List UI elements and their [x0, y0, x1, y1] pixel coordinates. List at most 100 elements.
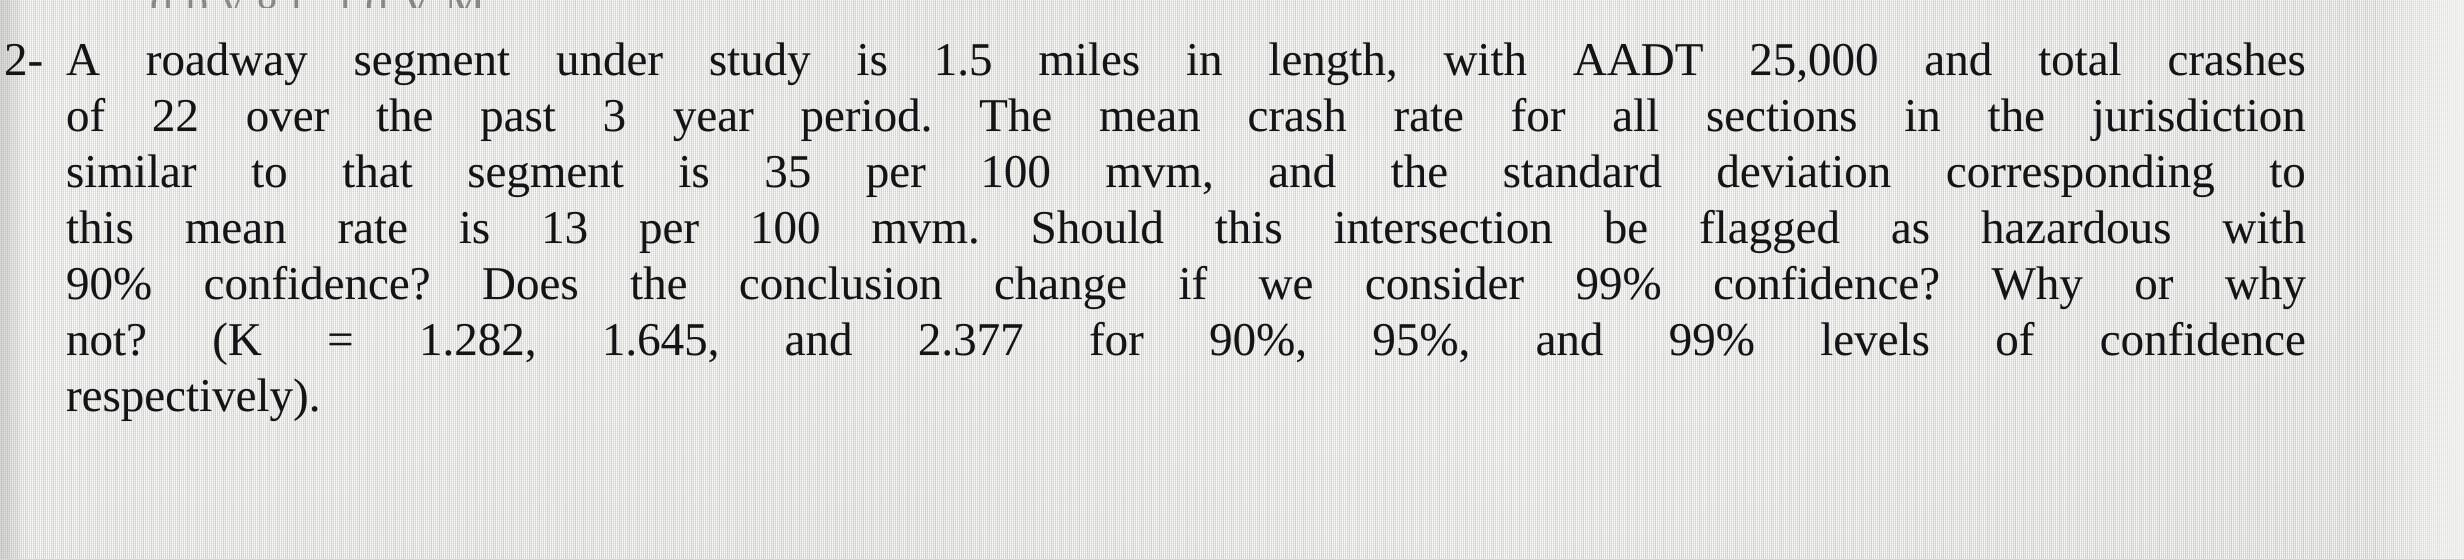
text-word: AADT — [1572, 34, 1704, 86]
text-word: mvm. — [871, 202, 980, 254]
text-word: this — [66, 202, 134, 254]
text-word: per — [639, 202, 700, 254]
text-word: the — [375, 90, 434, 142]
text-word: segment — [353, 34, 511, 86]
text-word: The — [979, 90, 1053, 142]
text-word: Does — [482, 258, 579, 310]
text-word: respectively). — [66, 370, 321, 422]
text-word: rate — [1393, 90, 1464, 142]
text-word: confidence? — [1713, 258, 1941, 310]
text-word: 2.377 — [917, 314, 1024, 366]
text-word: for — [1510, 90, 1566, 142]
text-word: A — [66, 34, 100, 86]
text-word: mean — [1098, 90, 1201, 142]
text-word: is — [678, 146, 710, 198]
text-word: to — [251, 146, 288, 198]
text-word: sections — [1706, 90, 1858, 142]
text-word: segment — [467, 146, 624, 198]
text-word: 25,000 — [1749, 34, 1879, 86]
text-word: flagged — [1699, 202, 1840, 254]
text-word: to — [2269, 146, 2306, 198]
text-word: and — [784, 314, 853, 366]
text-word: that — [342, 146, 413, 198]
text-word: year — [672, 90, 754, 142]
text-word: not? — [66, 314, 147, 366]
text-word: consider — [1364, 258, 1525, 310]
text-word: Why — [1991, 258, 2083, 310]
problem-text-line: 90% confidence? Does the conclusion change if w… — [66, 256, 2306, 312]
text-word: deviation — [1716, 146, 1892, 198]
text-word: and — [1535, 314, 1604, 366]
problem-number: 2- — [4, 34, 44, 86]
text-word: 3 — [602, 90, 627, 142]
problem-text-line: of 22 over the past 3 year period. The mean crash r… — [66, 88, 2306, 144]
text-word: change — [993, 258, 1128, 310]
text-word: and — [1924, 34, 1993, 86]
text-word: Should — [1030, 202, 1164, 254]
text-word: past — [480, 90, 556, 142]
text-word: the — [1987, 90, 2045, 142]
text-word: be — [1603, 202, 1649, 254]
text-word: over — [245, 90, 330, 142]
text-word: corresponding — [1945, 146, 2215, 198]
text-word: per — [865, 146, 926, 198]
text-word: crash — [1247, 90, 1347, 142]
text-word: mean — [184, 202, 287, 254]
text-word: miles — [1038, 34, 1141, 86]
text-word: intersection — [1333, 202, 1553, 254]
problem-text-line: not? (K = 1.282, 1.645, and 2.377 for 90%, 95%, an… — [66, 312, 2306, 368]
text-word: = — [327, 314, 354, 366]
text-word: with — [2222, 202, 2306, 254]
text-word: 95%, — [1372, 314, 1471, 366]
text-word: (K — [212, 314, 262, 366]
text-word: 90% — [66, 258, 153, 310]
text-word: similar — [66, 146, 197, 198]
problem-text-line: this mean rate is 13 per 100 mvm. Should this inte… — [66, 200, 2306, 256]
text-word: 99% — [1575, 258, 1662, 310]
text-word: 1.5 — [933, 34, 993, 86]
text-word: in — [1904, 90, 1941, 142]
text-word: 35 — [764, 146, 812, 198]
text-word: 1.282, — [419, 314, 537, 366]
text-word: in — [1185, 34, 1223, 86]
problem-text-line: respectively). — [66, 368, 2306, 424]
text-word: with — [1443, 34, 1528, 86]
text-word: levels — [1820, 314, 1930, 366]
text-word: or — [2134, 258, 2174, 310]
text-word: we — [1258, 258, 1314, 310]
text-word: this — [1214, 202, 1283, 254]
text-word: the — [1390, 146, 1449, 198]
text-word: is — [458, 202, 491, 254]
text-word: hazardous — [1980, 202, 2172, 254]
text-word: if — [1178, 258, 1208, 310]
text-word: crashes — [2167, 34, 2306, 86]
clipped-previous-line: d p y g t , t d V M. — [150, 0, 2250, 8]
text-word: of — [1995, 314, 2035, 366]
text-word: 22 — [151, 90, 199, 142]
text-word: length, — [1268, 34, 1398, 86]
text-word: 90%, — [1209, 314, 1307, 366]
text-word: rate — [337, 202, 408, 254]
text-word: is — [856, 34, 888, 86]
text-word: under — [555, 34, 663, 86]
text-word: 99% — [1668, 314, 1755, 366]
text-word: confidence? — [203, 258, 431, 310]
text-word: why — [2224, 258, 2306, 310]
text-word: conclusion — [738, 258, 943, 310]
text-word: 100 — [749, 202, 821, 254]
text-word: 1.645, — [601, 314, 720, 366]
text-word: of — [66, 90, 106, 142]
text-word: confidence — [2099, 314, 2306, 366]
text-word: for — [1088, 314, 1144, 366]
text-word: the — [630, 258, 688, 310]
problem-text-line: similar to that segment is 35 per 100 mvm, and the… — [66, 144, 2306, 200]
text-word: as — [1890, 202, 1931, 254]
text-word: and — [1268, 146, 1337, 198]
text-word: mvm, — [1105, 146, 1214, 198]
text-word: study — [708, 34, 811, 86]
text-word: 100 — [980, 146, 1051, 198]
